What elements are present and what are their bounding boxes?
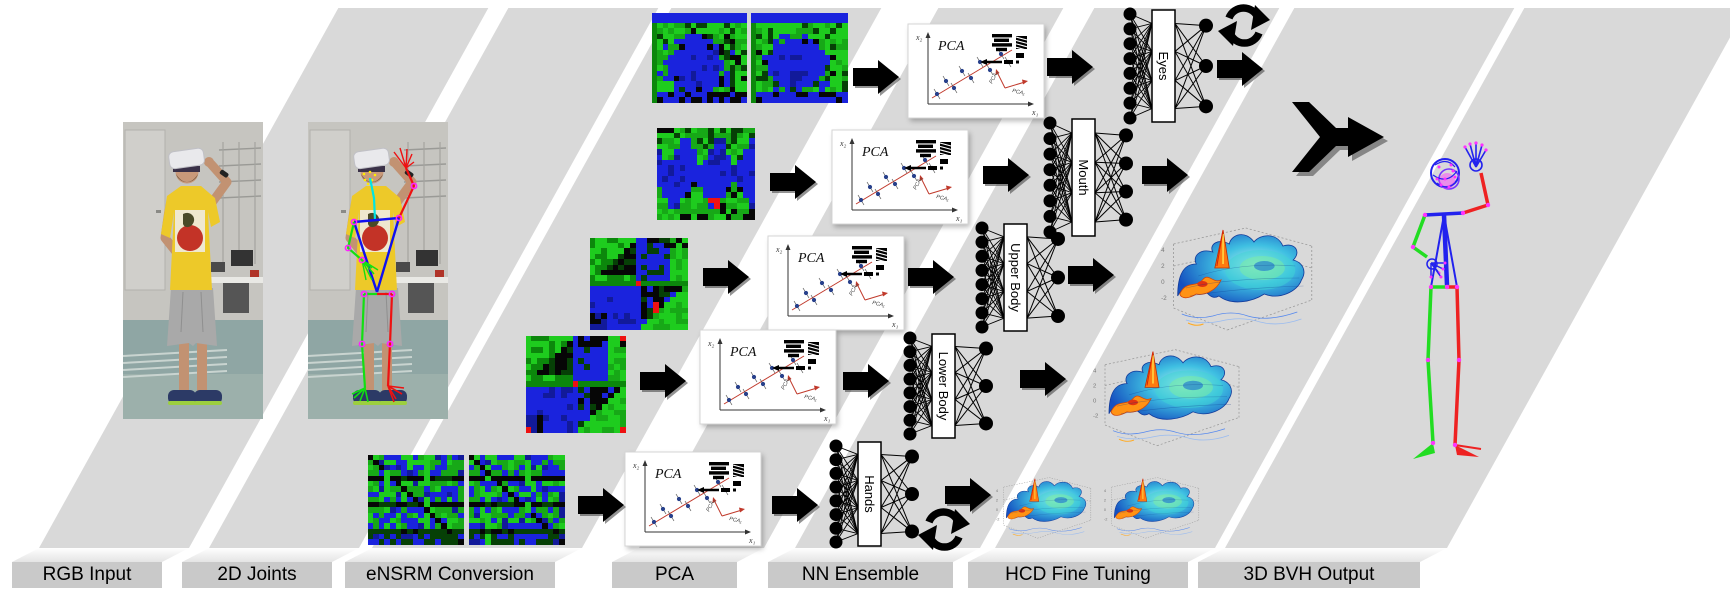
bvh-skeleton-figure [1395, 135, 1510, 475]
svg-text:0: 0 [996, 508, 998, 512]
nn-hands: Hands [824, 438, 924, 550]
svg-text:-2: -2 [1093, 414, 1098, 420]
svg-text:4: 4 [996, 489, 998, 493]
nn-eyes: Eyes [1118, 6, 1218, 126]
svg-text:-2: -2 [996, 517, 999, 521]
svg-text:x₁: x₁ [891, 320, 899, 329]
svg-text:Eyes: Eyes [1156, 52, 1171, 81]
svg-text:0: 0 [1093, 399, 1096, 405]
svg-text:PCA: PCA [729, 345, 757, 360]
svg-text:0: 0 [1161, 279, 1165, 286]
pca-plot: x₂x₁PCAPCA₂PCA₁ [768, 236, 904, 330]
svg-text:4: 4 [1093, 368, 1097, 374]
hcd-surface-plot: 4 2 0 -2 [992, 474, 1096, 556]
svg-text:Upper Body: Upper Body [1008, 243, 1023, 312]
flow-arrow-icon [853, 60, 901, 98]
flow-arrow-icon [1142, 158, 1190, 196]
pca-plot: x₂x₁PCAPCA₂PCA₁ [908, 24, 1044, 118]
flow-arrow-icon [703, 260, 751, 298]
ensrm-matrix [751, 13, 848, 103]
pipeline-figure: RGB Input 2D Joints eNSRM Conversion PCA… [0, 0, 1730, 595]
svg-text:2: 2 [996, 498, 998, 502]
nn-upper-body: Upper Body [970, 220, 1070, 335]
flow-arrow-icon [772, 488, 820, 526]
svg-text:PCA: PCA [861, 145, 889, 160]
svg-text:x₂: x₂ [707, 339, 715, 348]
pca-plot: x₂x₁PCAPCA₂PCA₁ [832, 130, 968, 224]
flow-arrow-icon [1047, 50, 1095, 88]
rgb-input-photo [123, 122, 263, 419]
refresh-cycle-icon [1218, 2, 1270, 50]
ensrm-matrix [657, 128, 755, 220]
svg-text:PCA: PCA [654, 467, 682, 482]
svg-text:2: 2 [1093, 383, 1096, 389]
svg-text:-2: -2 [1104, 517, 1107, 521]
ensrm-matrix [469, 455, 565, 545]
hcd-surface-plot: 4 2 0 -2 [1100, 474, 1204, 556]
svg-text:0: 0 [1104, 508, 1106, 512]
joints-overlay-photo [308, 122, 448, 419]
svg-text:PCA: PCA [937, 39, 965, 54]
flow-arrow-icon [578, 488, 626, 526]
svg-text:x₁: x₁ [823, 414, 831, 423]
svg-text:Mouth: Mouth [1076, 159, 1091, 195]
flow-arrow-icon [908, 260, 956, 298]
ensrm-matrix [526, 336, 626, 433]
svg-text:x₂: x₂ [915, 33, 923, 42]
nn-lower-body: Lower Body [898, 330, 998, 442]
ensrm-matrix [590, 238, 688, 330]
svg-text:Lower Body: Lower Body [936, 352, 951, 421]
svg-text:2: 2 [1104, 498, 1106, 502]
flow-arrow-icon [1217, 52, 1265, 90]
svg-text:PCA: PCA [797, 251, 825, 266]
svg-text:4: 4 [1161, 247, 1165, 254]
flow-arrow-icon [1068, 258, 1116, 296]
svg-text:2: 2 [1161, 263, 1165, 270]
pipeline-content: x₂x₁PCAPCA₂PCA₁x₂x₁PCAPCA₂PCA₁x₂x₁PCAPCA… [0, 0, 1730, 595]
svg-text:Hands: Hands [862, 475, 877, 513]
svg-text:-2: -2 [1161, 295, 1167, 302]
pca-plot: x₂x₁PCAPCA₂PCA₁ [625, 452, 761, 546]
svg-text:4: 4 [1104, 489, 1106, 493]
svg-text:x₂: x₂ [775, 245, 783, 254]
hcd-surface-plot: 4 2 0 -2 [1087, 344, 1247, 474]
flow-arrow-icon [983, 158, 1031, 196]
flow-arrow-icon [1020, 362, 1068, 400]
ensrm-matrix [652, 13, 747, 103]
ensrm-matrix [368, 455, 464, 545]
pca-plot: x₂x₁PCAPCA₂PCA₁ [700, 330, 836, 424]
svg-text:x₂: x₂ [839, 139, 847, 148]
hcd-surface-plot: 4 2 0 -2 [1155, 222, 1320, 360]
refresh-cycle-icon [918, 506, 970, 554]
svg-text:x₂: x₂ [632, 461, 640, 470]
svg-text:x₁: x₁ [748, 536, 756, 545]
flow-arrow-icon [843, 364, 891, 402]
flow-arrow-icon [770, 165, 818, 203]
flow-arrow-icon [640, 364, 688, 402]
svg-text:x₁: x₁ [955, 214, 963, 223]
merge-arrow-icon [1292, 102, 1386, 174]
